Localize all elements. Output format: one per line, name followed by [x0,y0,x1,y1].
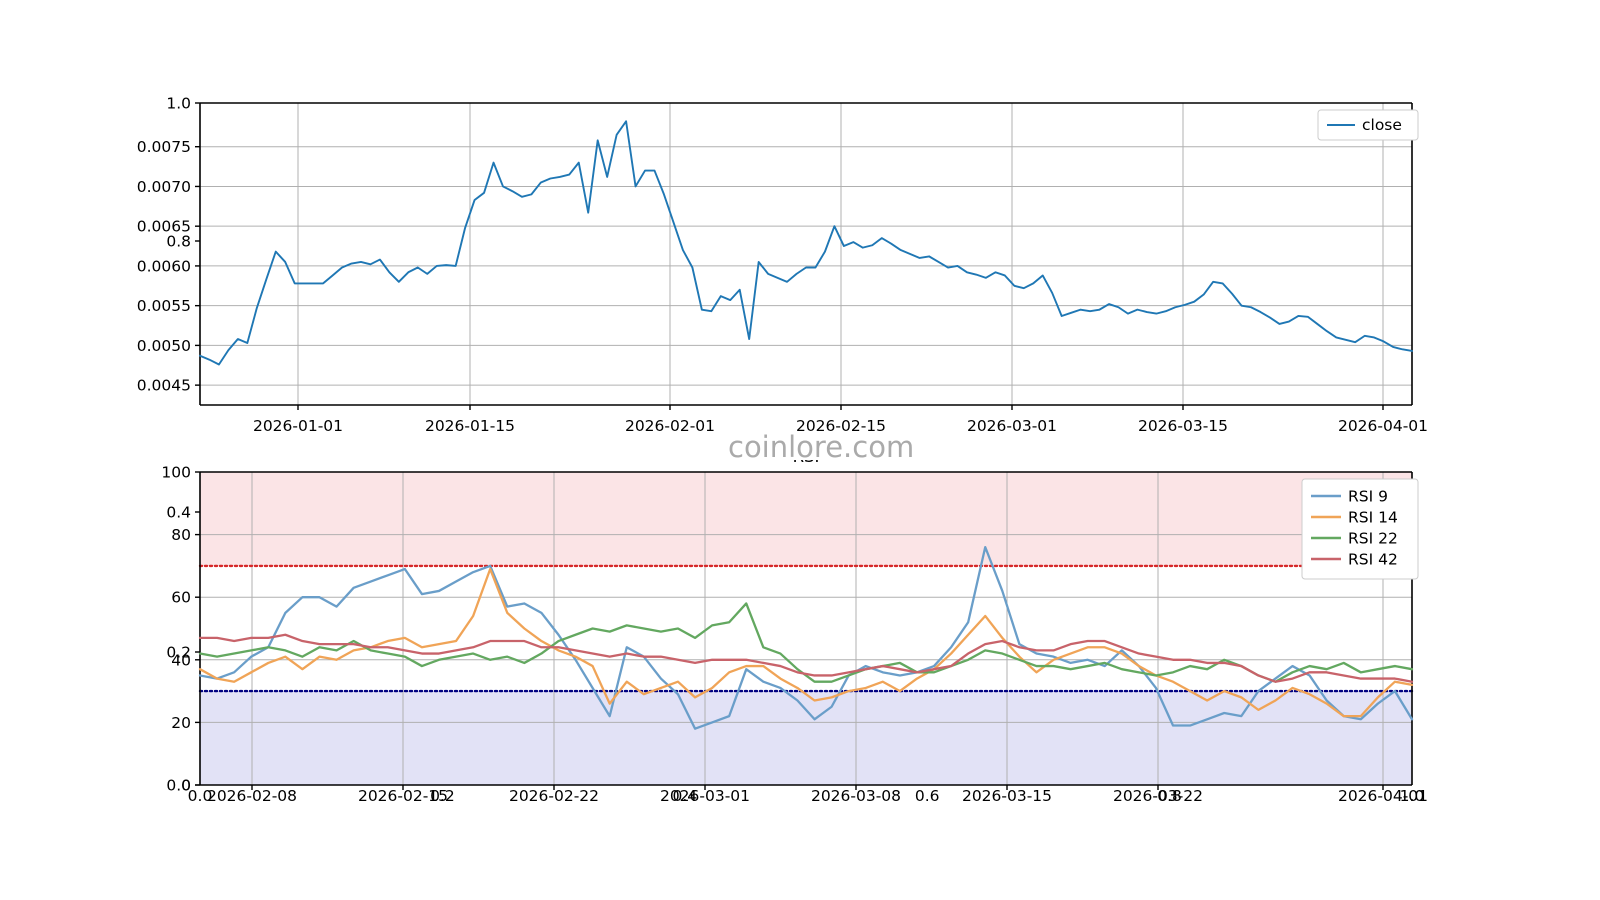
rsi-chart-panel: 0 20 40 60 80 100 0.0 0.2 0.4 2026-02-08 2026-02-1… [161,460,1428,805]
watermark-text: coinlore.com [728,430,915,464]
rsi-plot-area: 0 20 40 60 80 100 0.0 0.2 0.4 2026-02-08 2026-02-1… [161,460,1428,805]
rsi-title: RSI [793,460,820,466]
price-x-tick-label: 2026-01-01 [253,417,343,435]
rsi-y-tick-label: 40 [171,651,191,669]
rsi9-line [198,545,1414,730]
price-y-tick-label: 0.0055 [137,297,191,315]
price-legend[interactable]: close [1317,109,1419,141]
price-y2-tick-label: 0.8 [166,233,191,251]
price-x-tick-label: 2026-03-15 [1138,417,1228,435]
rsi-y2-tick-label: 0.2 [166,644,191,662]
price-y-tick-label: 0.0050 [137,337,191,355]
legend-label-rsi22: RSI 22 [1348,530,1398,548]
price-y-tick-label: 0.0070 [137,178,191,196]
rsi-y2-tick-label: 0.4 [166,504,191,522]
rsi-legend[interactable]: RSI 9 RSI 14 RSI 22 RSI 42 [1301,478,1419,580]
price-x-tick-label: 2026-03-01 [967,417,1057,435]
rsi-y-tick-label: 80 [171,526,191,544]
legend-label-rsi42: RSI 42 [1348,551,1398,569]
rsi-x2-tick-label: 0.2 [430,787,455,805]
rsi-x2-tick-label: 0.4 [672,787,697,805]
price-y-tick-label: 0.0065 [137,218,191,236]
rsi-x-tick-label: 2026-03-22 [1113,787,1203,805]
rsi-x2-tick-label: 0.6 [915,787,940,805]
rsi22-line [198,602,1414,683]
rsi-x2-tick-label: 0.0 [188,787,213,805]
legend-label-close: close [1362,116,1402,134]
rsi-x2-tick-label: 1.0 [1400,787,1425,805]
rsi-x-tick-label: 2026-02-22 [509,787,599,805]
price-x-tick-label: 2026-01-15 [425,417,515,435]
price-chart-panel: 0.0045 0.0050 0.0055 0.0060 0.0065 0.0070 0.00… [137,95,1428,436]
rsi-x-tick-label: 2026-03-15 [962,787,1052,805]
price-y-tick-label: 0.0060 [137,257,191,275]
rsi-x2-tick-label: 0.8 [1157,787,1182,805]
rsi-x-tick-label: 2026-03-01 [660,787,750,805]
rsi-x-tick-label: 2026-02-15 [358,787,448,805]
rsi-y-tick-label: 20 [171,714,191,732]
price-y2-tick-label: 1.0 [166,95,191,113]
price-x-tick-label: 2026-04-01 [1338,417,1428,435]
rsi-y-tick-label: 60 [171,589,191,607]
legend-label-rsi9: RSI 9 [1348,488,1388,506]
price-legend-box [1317,109,1419,141]
price-x-tick-label: 2026-02-01 [625,417,715,435]
rsi-oversold-band [200,691,1412,785]
price-x-tick-label: 2026-02-15 [796,417,886,435]
rsi-x-tick-label: 2026-03-08 [811,787,901,805]
rsi42-line [198,633,1414,683]
rsi-overbought-band [200,472,1412,566]
rsi-y-tick-label: 0 [181,777,191,795]
rsi14-line [198,567,1414,718]
rsi-x-tick-label: 2026-02-08 [207,787,297,805]
watermark-coinlore: coinlore.com [728,430,914,464]
price-y-tick-label: 0.0045 [137,377,191,395]
rsi-x-tick-label: 2026-04-01 [1338,787,1428,805]
rsi-y-tick-label: 100 [161,464,191,482]
price-y-tick-label: 0.0075 [137,138,191,156]
price-plot-area: 0.0045 0.0050 0.0055 0.0060 0.0065 0.0070 0.00… [137,95,1428,436]
rsi-legend-box [1301,478,1419,580]
legend-label-rsi14: RSI 14 [1348,509,1398,527]
rsi-y2-tick-label: 0.0 [166,777,191,795]
close-price-line [199,120,1413,366]
